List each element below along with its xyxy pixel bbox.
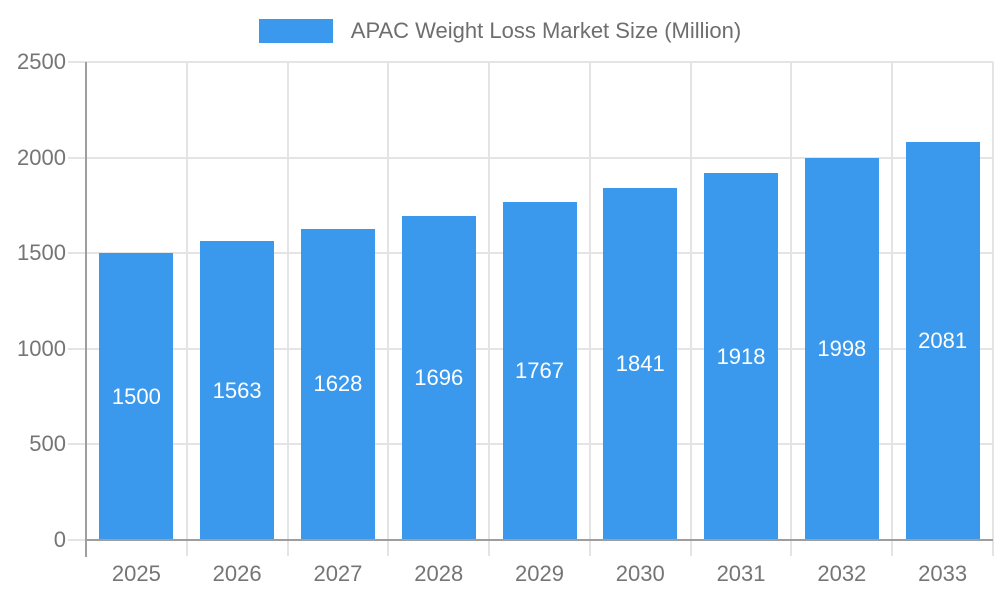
bar-value-label: 1563 (212, 377, 262, 403)
x-tick-mark (588, 540, 591, 556)
bar[interactable] (401, 215, 476, 540)
v-gridline (185, 62, 188, 540)
bar-value-label: 2081 (918, 328, 968, 354)
x-tick-mark (790, 540, 793, 556)
y-tick-mark (68, 347, 86, 350)
x-tick-label: 2028 (414, 561, 464, 586)
h-gridline (86, 156, 993, 159)
bar[interactable] (804, 157, 879, 540)
y-tick-label: 500 (29, 431, 66, 457)
v-gridline (488, 62, 491, 540)
y-tick-mark (68, 252, 86, 255)
x-tick-label: 2030 (615, 561, 665, 586)
bar[interactable] (300, 228, 375, 540)
v-gridline (387, 62, 390, 540)
y-tick-mark (68, 156, 86, 159)
bar-value-label: 1500 (111, 383, 161, 409)
bar-value-label: 1767 (515, 358, 564, 384)
legend-label[interactable]: APAC Weight Loss Market Size (Million) (350, 18, 742, 43)
y-tick-label: 1500 (17, 240, 66, 266)
bar-value-label: 1628 (313, 371, 363, 397)
x-tick-label: 2027 (313, 561, 363, 586)
bar[interactable] (704, 173, 779, 540)
y-tick-mark (68, 61, 86, 63)
bar[interactable] (905, 142, 980, 540)
v-gridline (286, 62, 289, 540)
x-tick-mark (286, 540, 289, 556)
bar[interactable] (200, 241, 275, 540)
y-axis-line (85, 62, 87, 557)
h-gridline (86, 61, 993, 63)
y-tick-label: 2000 (17, 144, 66, 170)
x-tick-label: 2029 (515, 561, 564, 586)
bar-value-label: 1998 (817, 335, 867, 361)
v-gridline (992, 62, 994, 540)
bar-value-label: 1841 (615, 351, 665, 376)
x-axis-line (85, 539, 993, 541)
bar[interactable] (603, 188, 678, 540)
x-tick-mark (488, 540, 491, 556)
x-tick-label: 2032 (817, 561, 867, 586)
y-tick-label: 0 (53, 527, 66, 552)
y-tick-mark (68, 443, 86, 446)
bar[interactable] (99, 253, 174, 540)
y-tick-label: 1000 (17, 335, 66, 361)
bar-value-label: 1918 (716, 343, 766, 369)
x-tick-label: 2025 (111, 561, 161, 586)
bar[interactable] (502, 202, 577, 540)
x-tick-mark (387, 540, 390, 556)
x-tick-label: 2033 (918, 561, 968, 586)
x-tick-label: 2031 (716, 561, 766, 586)
bar-value-label: 1696 (414, 364, 464, 390)
v-gridline (891, 62, 894, 540)
v-gridline (689, 62, 692, 540)
legend-swatch[interactable] (258, 19, 333, 43)
x-tick-mark (891, 540, 894, 556)
x-tick-mark (992, 540, 994, 556)
v-gridline (588, 62, 591, 540)
x-tick-label: 2026 (212, 561, 262, 586)
legend: APAC Weight Loss Market Size (Million) (0, 18, 1000, 44)
v-gridline (790, 62, 793, 540)
y-tick-label: 2500 (17, 49, 66, 74)
y-tick-mark (68, 539, 86, 541)
x-tick-mark (185, 540, 188, 556)
x-tick-mark (689, 540, 692, 556)
